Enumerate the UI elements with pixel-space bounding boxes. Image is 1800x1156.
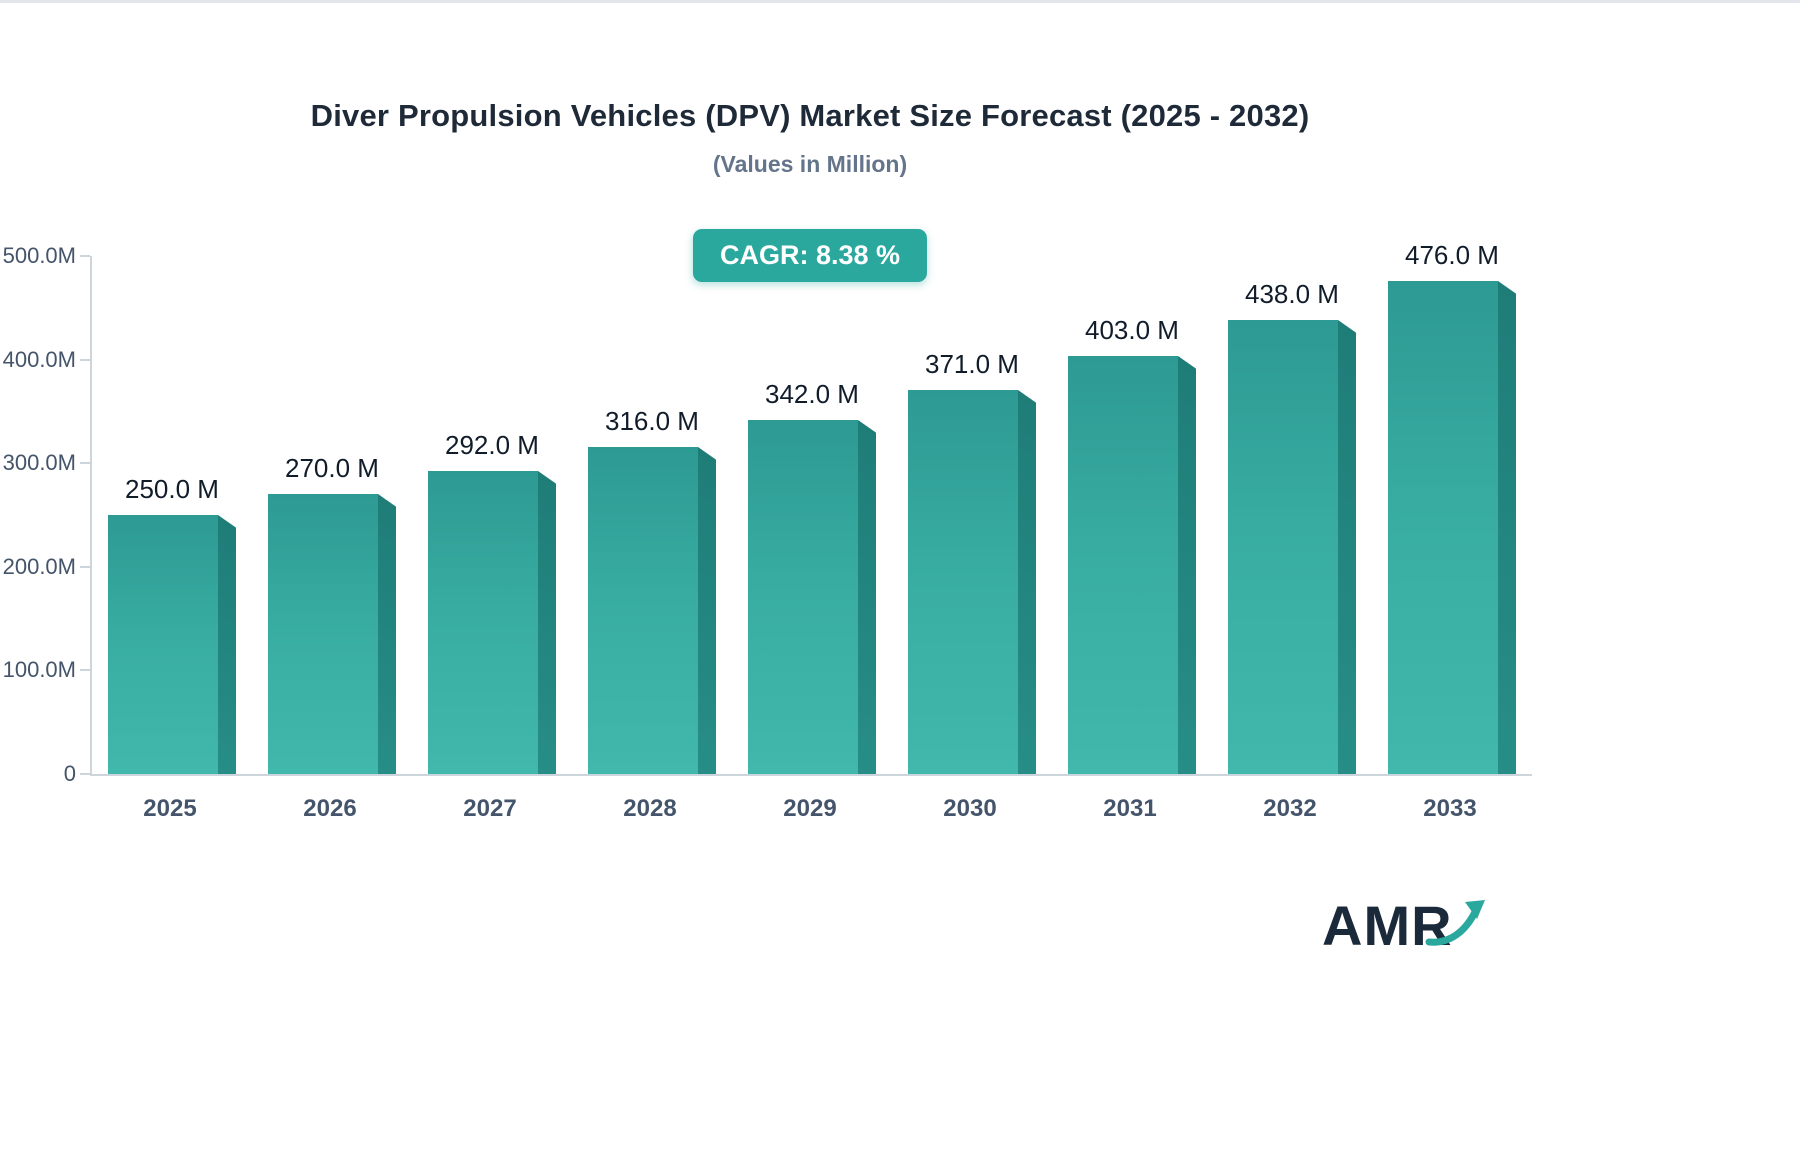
bar-group-2030: 371.0 M (892, 349, 1052, 774)
bar (428, 471, 556, 774)
bar-group-2029: 342.0 M (732, 379, 892, 774)
y-tick-label: 200.0M (2, 553, 76, 579)
bar-value-label: 292.0 M (445, 430, 539, 460)
bar-group-2028: 316.0 M (572, 406, 732, 774)
y-tick-label: 100.0M (2, 657, 76, 683)
amr-logo: AMR (1322, 893, 1489, 958)
bar-front-face (588, 447, 698, 774)
bar (748, 420, 876, 774)
bar-group-2031: 403.0 M (1052, 315, 1212, 774)
bar (1068, 356, 1196, 774)
x-tick-label: 2026 (303, 795, 357, 822)
bar (908, 390, 1036, 774)
bar-group-2032: 438.0 M (1212, 279, 1372, 774)
y-tick-label: 300.0M (2, 450, 76, 476)
bar-side-face (858, 420, 876, 774)
bar-side-face (538, 471, 556, 774)
x-tick-label: 2028 (623, 795, 677, 822)
x-tick-label: 2029 (783, 795, 837, 822)
bar-group-2027: 292.0 M (412, 430, 572, 774)
x-tick-label: 2033 (1423, 795, 1477, 822)
bar (1388, 281, 1516, 774)
chart-title: Diver Propulsion Vehicles (DPV) Market S… (310, 98, 1310, 133)
bar-value-label: 438.0 M (1245, 279, 1339, 309)
bar-group-2025: 250.0 M (92, 474, 252, 774)
y-tick-mark (80, 565, 90, 568)
y-tick-mark (80, 773, 90, 775)
bar-side-face (1338, 320, 1356, 774)
y-tick-mark (80, 358, 90, 361)
x-tick-label: 2027 (463, 795, 517, 822)
chart-card: Diver Propulsion Vehicles (DPV) Market S… (0, 3, 1620, 1156)
plot-area: 250.0 M 270.0 M 292.0 M 316.0 M 342.0 M 371.0… (90, 240, 1532, 776)
bar-value-label: 371.0 M (925, 349, 1019, 379)
bar-front-face (1068, 356, 1178, 774)
bar-group-2026: 270.0 M (252, 453, 412, 774)
x-axis-labels: 2025 2026 2027 2028 2029 2030 2031 2032 2033 (90, 795, 1530, 823)
cagr-badge: CAGR: 8.38 % (692, 229, 928, 282)
bar-value-label: 316.0 M (605, 406, 699, 436)
y-tick-mark (80, 255, 90, 257)
y-tick-label: 400.0M (2, 346, 76, 372)
bar-group-2033: 476.0 M (1372, 240, 1532, 774)
bar-side-face (1018, 390, 1036, 774)
bar-value-label: 476.0 M (1405, 240, 1499, 270)
bar (588, 447, 716, 774)
y-tick-mark (80, 669, 90, 672)
bar-front-face (268, 494, 378, 774)
bar-side-face (1498, 281, 1516, 774)
chart-subtitle: (Values in Million) (712, 151, 908, 177)
bar-front-face (908, 390, 1018, 774)
x-tick-label: 2031 (1103, 795, 1157, 822)
bar-front-face (428, 471, 538, 774)
bar-value-label: 270.0 M (285, 453, 379, 483)
bar (268, 494, 396, 774)
x-tick-label: 2025 (143, 795, 197, 822)
bar-side-face (698, 447, 716, 774)
bar-side-face (218, 515, 236, 774)
bar (1228, 320, 1356, 774)
bar-side-face (1178, 356, 1196, 774)
bar-value-label: 250.0 M (125, 474, 219, 504)
bar-front-face (108, 515, 218, 774)
bar (108, 515, 236, 774)
y-tick-label: 0 (63, 761, 76, 786)
logo-arrow-icon (1425, 899, 1485, 946)
bar-series: 250.0 M 270.0 M 292.0 M 316.0 M 342.0 M 371.0… (92, 240, 1532, 774)
bar-side-face (378, 494, 396, 774)
x-tick-label: 2030 (943, 795, 997, 822)
bar-front-face (1388, 281, 1498, 774)
bar-value-label: 342.0 M (765, 379, 859, 409)
bar-front-face (1228, 320, 1338, 774)
x-tick-label: 2032 (1263, 795, 1317, 822)
bar-value-label: 403.0 M (1085, 315, 1179, 345)
bar-front-face (748, 420, 858, 774)
y-tick-mark (80, 462, 90, 465)
logo-text: AMR (1322, 894, 1453, 957)
y-tick-label: 500.0M (2, 243, 76, 268)
